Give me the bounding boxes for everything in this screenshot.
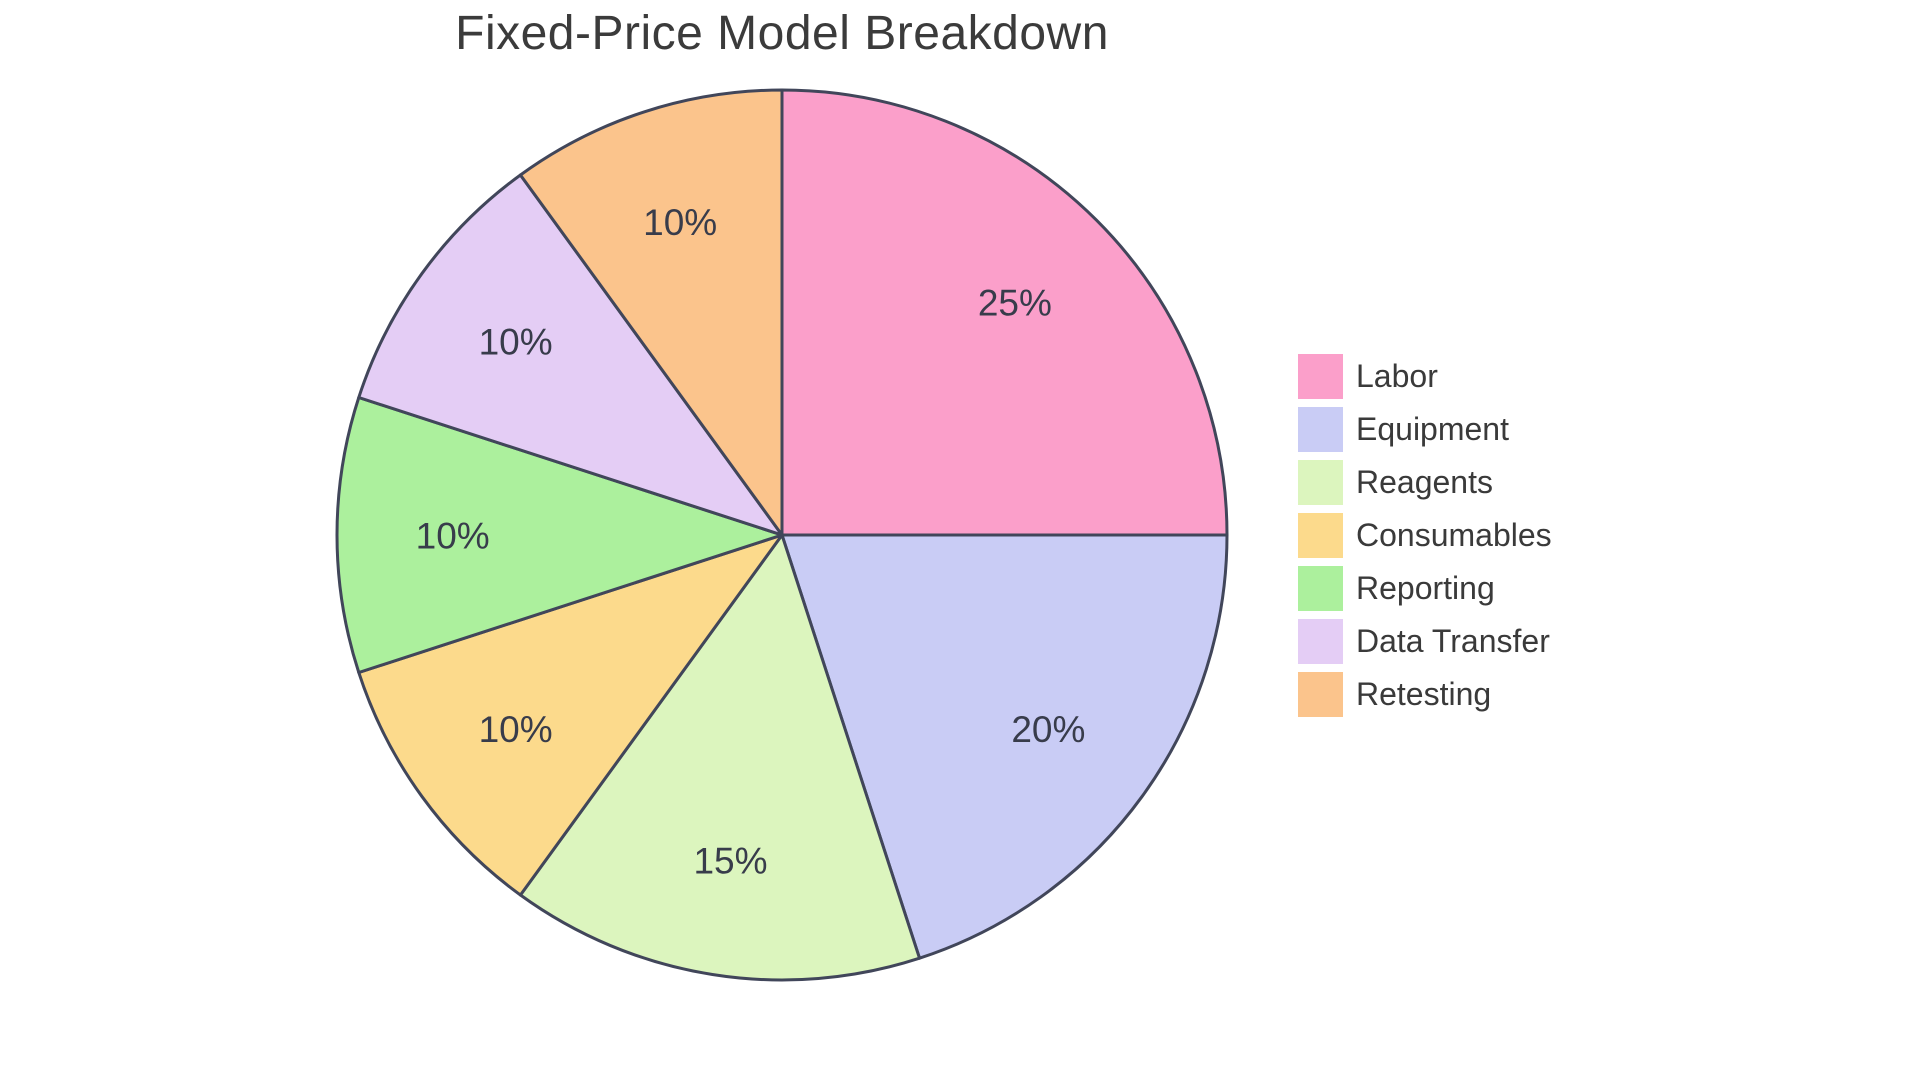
legend-label-reagents: Reagents xyxy=(1356,464,1493,500)
pie-percent-labels: 25% 20% 15% 10% 10% 10% 10% xyxy=(416,202,1086,881)
legend-item-equipment: Equipment xyxy=(1298,407,1552,452)
legend-item-consumables: Consumables xyxy=(1298,513,1552,558)
legend-item-reagents: Reagents xyxy=(1298,460,1552,505)
legend-label-retesting: Retesting xyxy=(1356,676,1492,712)
pie-label-retesting: 10% xyxy=(643,202,717,243)
pie-slice-reagents xyxy=(518,533,922,982)
legend-swatch-reagents xyxy=(1298,460,1343,505)
chart-title: Fixed-Price Model Breakdown xyxy=(455,7,1109,60)
legend-label-data-transfer: Data Transfer xyxy=(1356,623,1550,659)
legend-swatch-equipment xyxy=(1298,407,1343,452)
pie-label-equipment: 20% xyxy=(1011,709,1085,750)
legend-swatch-labor xyxy=(1298,354,1343,399)
pie-label-data-transfer: 10% xyxy=(479,322,553,363)
legend-swatch-data-transfer xyxy=(1298,619,1343,664)
legend-item-retesting: Retesting xyxy=(1298,672,1552,717)
pie-slice-labor xyxy=(780,88,1229,537)
legend: Labor Equipment Reagents Consumables Reporti… xyxy=(1298,354,1552,725)
legend-swatch-reporting xyxy=(1298,566,1343,611)
legend-item-reporting: Reporting xyxy=(1298,566,1552,611)
pie-slice-retesting xyxy=(518,88,784,537)
pie-slice-consumables xyxy=(357,533,784,897)
pie-slice-equipment xyxy=(780,533,1229,960)
legend-swatch-retesting xyxy=(1298,672,1343,717)
pie-label-labor: 25% xyxy=(978,282,1052,323)
pie-slice-data-transfer xyxy=(357,173,784,537)
legend-item-data-transfer: Data Transfer xyxy=(1298,619,1552,664)
pie-label-reporting: 10% xyxy=(416,515,490,556)
legend-label-equipment: Equipment xyxy=(1356,411,1509,447)
legend-swatch-consumables xyxy=(1298,513,1343,558)
pie-slice-reporting xyxy=(335,395,784,675)
pie-label-reagents: 15% xyxy=(693,841,767,882)
legend-label-labor: Labor xyxy=(1356,358,1438,394)
legend-item-labor: Labor xyxy=(1298,354,1552,399)
legend-label-consumables: Consumables xyxy=(1356,517,1552,553)
pie-label-consumables: 10% xyxy=(479,709,553,750)
legend-label-reporting: Reporting xyxy=(1356,570,1495,606)
pie-slices xyxy=(335,88,1229,982)
